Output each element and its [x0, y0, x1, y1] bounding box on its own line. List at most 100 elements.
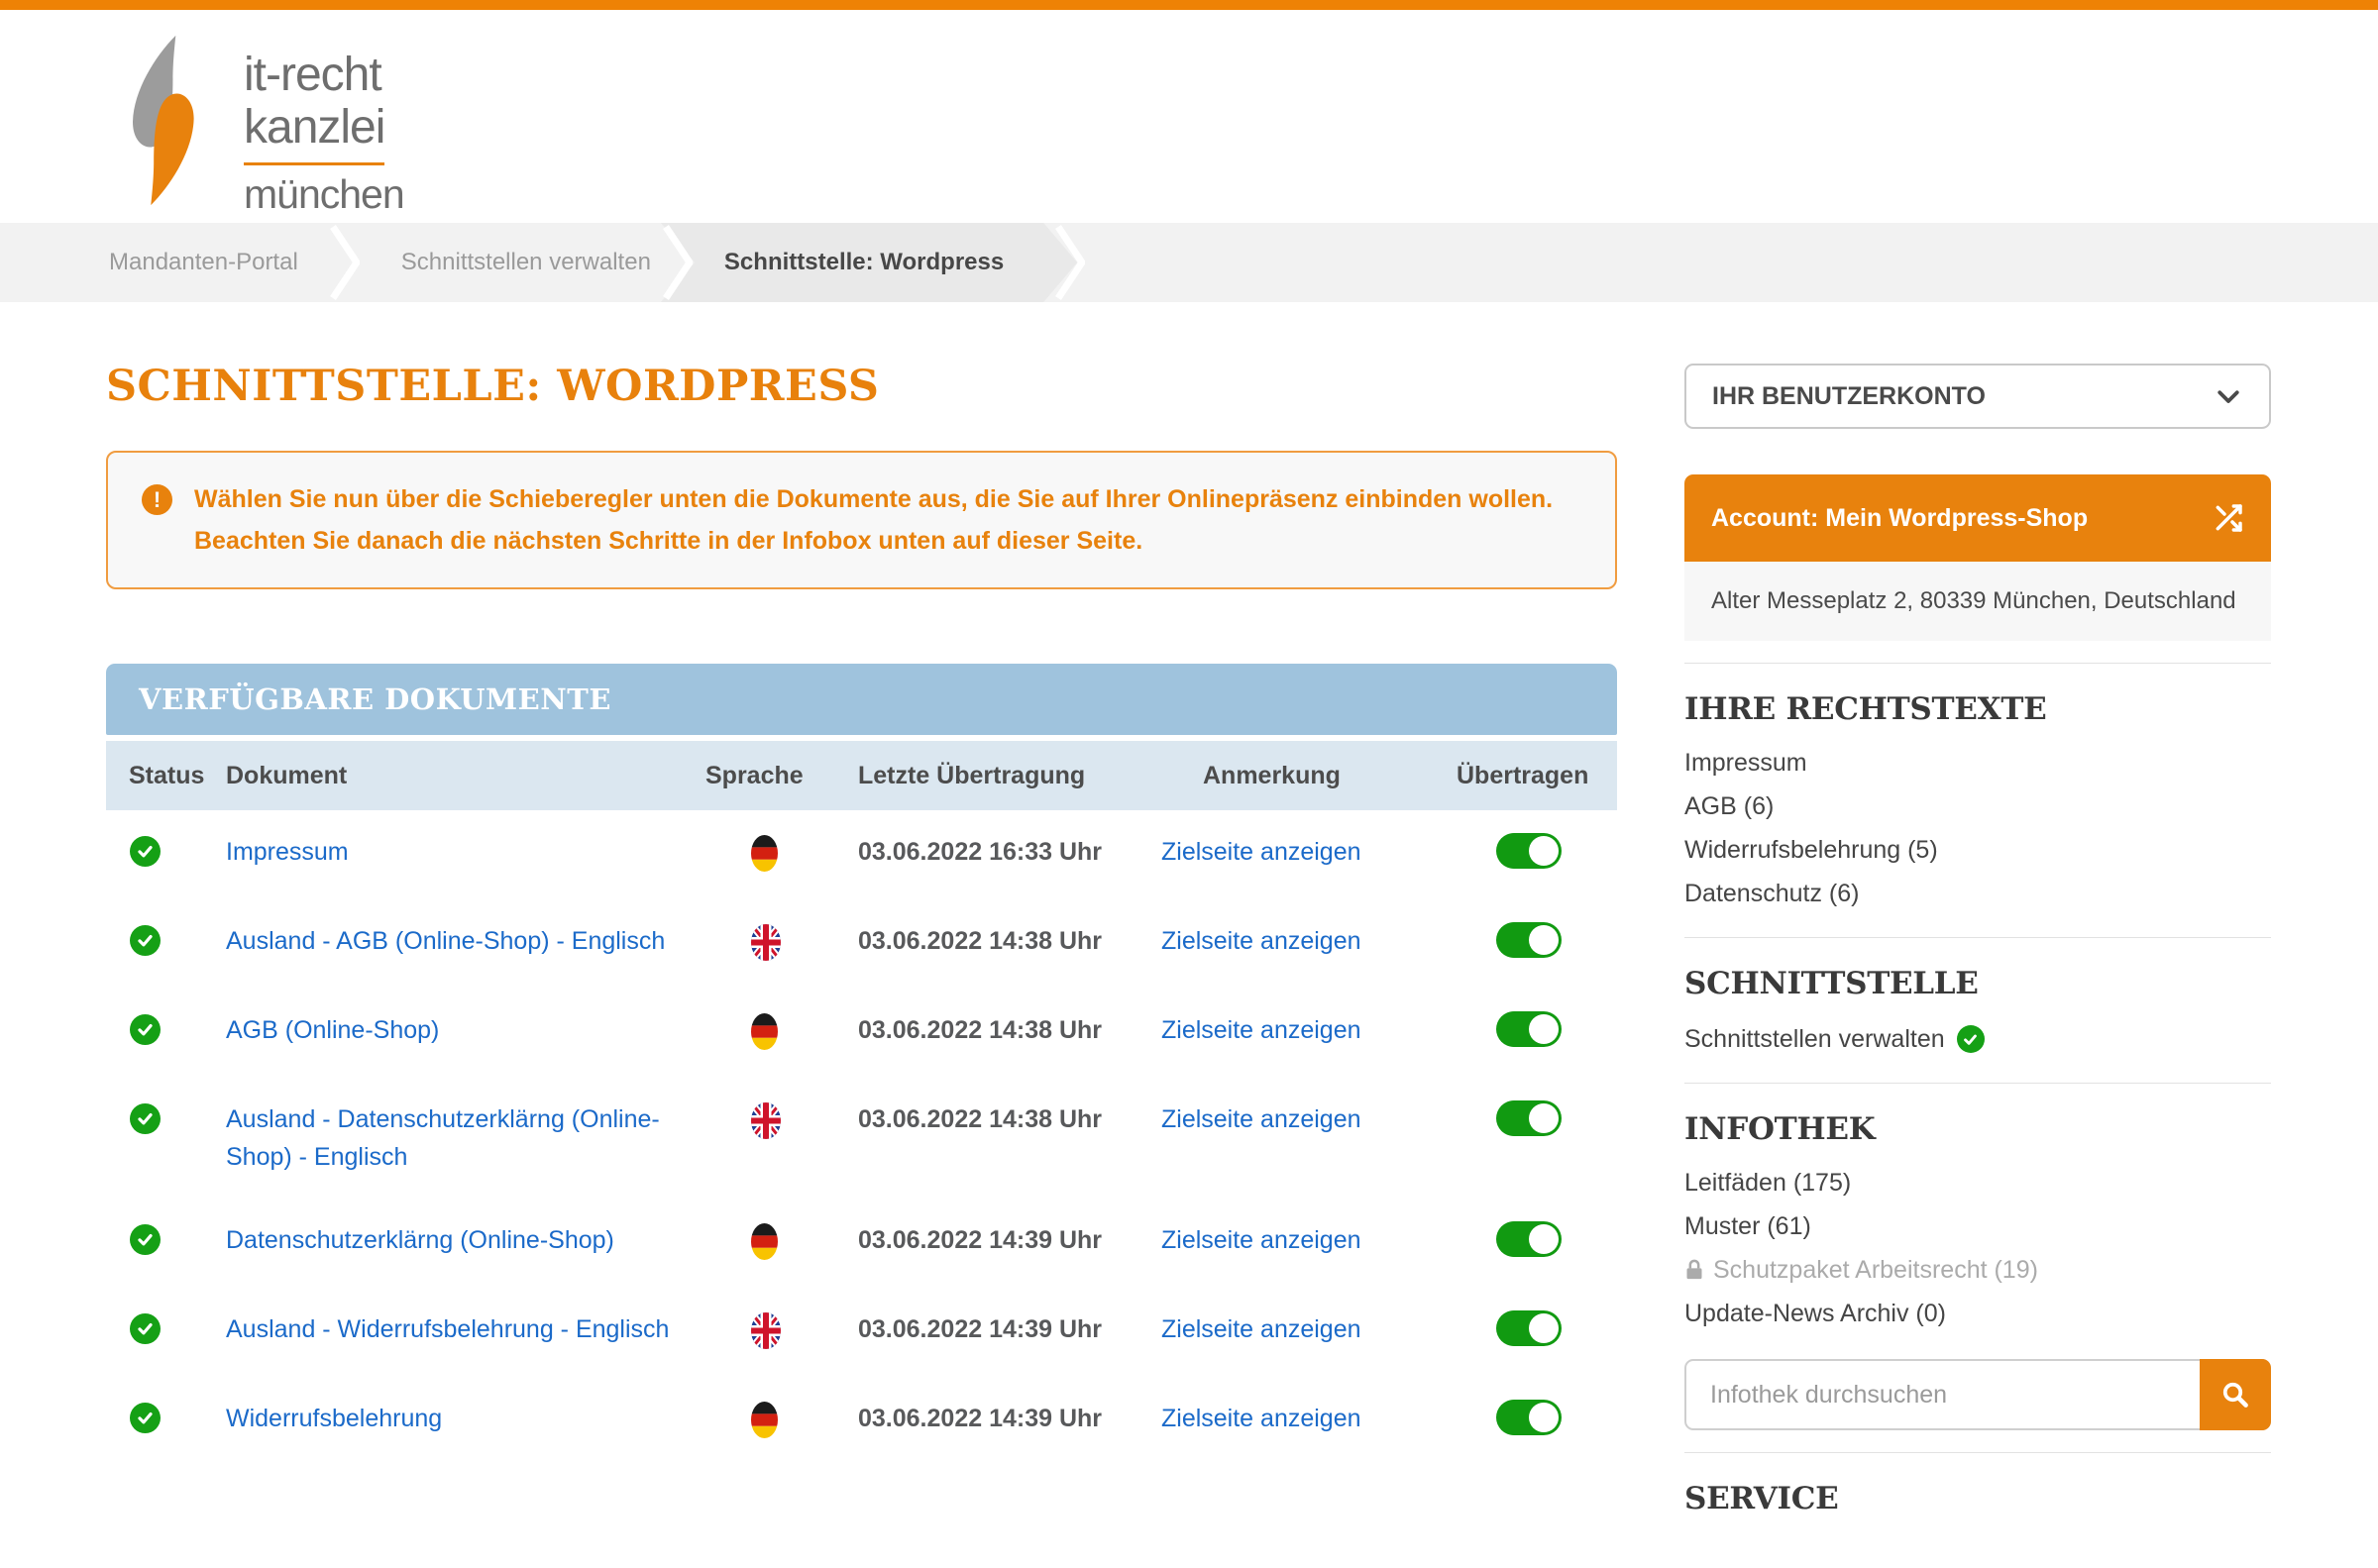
- table-row: Widerrufsbelehrung 03.06.2022 14:39 Uhr …: [106, 1377, 1617, 1466]
- main-content: SCHNITTSTELLE: WORDPRESS ! Wählen Sie nu…: [106, 302, 1617, 1466]
- target-page-link[interactable]: Zielseite anzeigen: [1161, 1405, 1361, 1432]
- chevron-right-separator-icon: [1055, 225, 1086, 300]
- target-page-link[interactable]: Zielseite anzeigen: [1161, 1226, 1361, 1254]
- table-row: Ausland - Widerrufsbelehrung - Englisch …: [106, 1288, 1617, 1377]
- breadcrumb-item-schnittstelle-wordpress[interactable]: Schnittstelle: Wordpress: [661, 223, 1077, 302]
- language-cell: [705, 1011, 858, 1055]
- panel-title: VERFÜGBARE DOKUMENTE: [106, 664, 1617, 735]
- document-link[interactable]: Impressum: [226, 838, 349, 866]
- target-page-link[interactable]: Zielseite anzeigen: [1161, 1315, 1361, 1343]
- sidebar-item-datenschutz[interactable]: Datenschutz (6): [1684, 880, 1860, 907]
- search-icon: [2222, 1382, 2248, 1408]
- sidebar-item-schnittstellen-verwalten[interactable]: Schnittstellen verwalten: [1684, 1017, 2271, 1061]
- account-card: Account: Mein Wordpress-Shop Alter Messe…: [1684, 474, 2271, 641]
- infothek-search-input[interactable]: [1684, 1359, 2271, 1430]
- transfer-toggle[interactable]: [1496, 1400, 1562, 1435]
- sidebar-item-widerrufsbelehrung[interactable]: Widerrufsbelehrung (5): [1684, 836, 1938, 864]
- flag-germany-icon: [751, 1223, 778, 1260]
- document-link[interactable]: Datenschutzerklärng (Online-Shop): [226, 1226, 614, 1254]
- last-transfer-date: 03.06.2022 14:39 Uhr: [858, 1226, 1103, 1254]
- toggle-knob: [1529, 1403, 1559, 1432]
- breadcrumb-item-mandanten-portal[interactable]: Mandanten-Portal: [109, 249, 298, 275]
- account-address: Alter Messeplatz 2, 80339 München, Deuts…: [1684, 562, 2271, 641]
- breadcrumb: Mandanten-Portal Schnittstellen verwalte…: [0, 223, 2378, 302]
- chevron-right-separator-icon: [663, 225, 693, 300]
- target-page-link[interactable]: Zielseite anzeigen: [1161, 927, 1361, 955]
- toggle-knob: [1529, 1103, 1559, 1133]
- check-circle-icon: [130, 1014, 161, 1045]
- toggle-knob: [1529, 925, 1559, 955]
- sidebar-item-muster[interactable]: Muster (61): [1684, 1212, 1811, 1240]
- site-header: it-recht kanzlei münchen: [0, 10, 2378, 223]
- document-link[interactable]: Ausland - Widerrufsbelehrung - Englisch: [226, 1315, 670, 1343]
- alert-line2: Beachten Sie danach die nächsten Schritt…: [194, 527, 1143, 555]
- sidebar: IHR BENUTZERKONTO Account: Mein Wordpres…: [1684, 302, 2271, 1516]
- toggle-knob: [1529, 1014, 1559, 1044]
- check-circle-icon: [130, 1224, 161, 1255]
- target-page-link[interactable]: Zielseite anzeigen: [1161, 1105, 1361, 1133]
- sidebar-item-schutzpaket-arbeitsrecht[interactable]: Schutzpaket Arbeitsrecht (19): [1684, 1248, 2271, 1292]
- transfer-toggle[interactable]: [1496, 922, 1562, 958]
- logo-line3: münchen: [244, 171, 405, 217]
- sidebar-item-leitfaeden[interactable]: Leitfäden (175): [1684, 1169, 1852, 1197]
- document-link[interactable]: AGB (Online-Shop): [226, 1016, 440, 1044]
- logo-line2: kanzlei: [244, 101, 385, 165]
- last-transfer-date: 03.06.2022 14:38 Uhr: [858, 1105, 1103, 1133]
- column-header-sprache: Sprache: [705, 761, 804, 789]
- status-cell: [106, 1310, 226, 1344]
- table-header-row: Status Dokument Sprache Letzte Übertragu…: [106, 741, 1617, 810]
- logo-text: it-recht kanzlei münchen: [244, 32, 405, 219]
- breadcrumb-item-active-wrap: Schnittstelle: Wordpress: [661, 223, 1086, 302]
- user-account-dropdown-label: IHR BENUTZERKONTO: [1712, 381, 1986, 410]
- target-page-link[interactable]: Zielseite anzeigen: [1161, 1016, 1361, 1044]
- page-title: SCHNITTSTELLE: WORDPRESS: [106, 362, 880, 411]
- alert-line1: Wählen Sie nun über die Schieberegler un…: [194, 485, 1554, 513]
- language-cell: [705, 922, 858, 966]
- language-cell: [705, 1221, 858, 1265]
- toggle-knob: [1529, 1313, 1559, 1343]
- schnittstelle-heading: SCHNITTSTELLE: [1684, 966, 1979, 1001]
- infothek-search-button[interactable]: [2200, 1359, 2271, 1430]
- infothek-search: [1684, 1359, 2271, 1430]
- transfer-toggle[interactable]: [1496, 1100, 1562, 1136]
- logo[interactable]: it-recht kanzlei münchen: [99, 32, 405, 219]
- breadcrumb-item-schnittstellen-verwalten[interactable]: Schnittstellen verwalten: [400, 249, 651, 275]
- schnittstellen-verwalten-label: Schnittstellen verwalten: [1684, 1025, 1945, 1053]
- sidebar-item-impressum[interactable]: Impressum: [1684, 749, 1807, 777]
- language-cell: [705, 833, 858, 877]
- table-row: Impressum 03.06.2022 16:33 Uhr Zielseite…: [106, 810, 1617, 899]
- flag-germany-icon: [751, 1402, 778, 1438]
- chevron-right-separator-icon: [329, 225, 360, 300]
- transfer-toggle[interactable]: [1496, 1011, 1562, 1047]
- target-page-link[interactable]: Zielseite anzeigen: [1161, 838, 1361, 866]
- sidebar-item-agb[interactable]: AGB (6): [1684, 792, 1775, 820]
- user-account-dropdown-button[interactable]: IHR BENUTZERKONTO: [1684, 364, 2271, 429]
- check-circle-icon: [1956, 1025, 1985, 1053]
- flag-uk-icon: [751, 1102, 781, 1139]
- sidebar-item-update-news-archiv[interactable]: Update-News Archiv (0): [1684, 1300, 1946, 1327]
- switch-account-shuffle-icon[interactable]: [2213, 502, 2244, 534]
- last-transfer-date: 03.06.2022 14:39 Uhr: [858, 1315, 1103, 1343]
- schutzpaket-label: Schutzpaket Arbeitsrecht (19): [1713, 1256, 2038, 1284]
- transfer-toggle[interactable]: [1496, 833, 1562, 869]
- toggle-knob: [1529, 1224, 1559, 1254]
- language-cell: [705, 1100, 858, 1144]
- alert-text: Wählen Sie nun über die Schieberegler un…: [194, 478, 1553, 562]
- account-card-header: Account: Mein Wordpress-Shop: [1684, 474, 2271, 562]
- document-link[interactable]: Ausland - AGB (Online-Shop) - Englisch: [226, 927, 666, 955]
- last-transfer-date: 03.06.2022 14:38 Uhr: [858, 927, 1103, 955]
- status-cell: [106, 1100, 226, 1134]
- transfer-toggle[interactable]: [1496, 1221, 1562, 1257]
- flag-uk-icon: [751, 924, 781, 961]
- divider: [1684, 937, 2271, 938]
- transfer-toggle[interactable]: [1496, 1310, 1562, 1346]
- check-circle-icon: [130, 1313, 161, 1344]
- account-name: Account: Mein Wordpress-Shop: [1711, 503, 2089, 532]
- infothek-list: Leitfäden (175) Muster (61) Schutzpaket …: [1684, 1161, 2271, 1335]
- check-circle-icon: [130, 836, 161, 867]
- documents-panel: VERFÜGBARE DOKUMENTE Status Dokument Spr…: [106, 664, 1617, 1466]
- chevron-down-icon: [2217, 390, 2239, 403]
- document-link[interactable]: Ausland - Datenschutzerklärng (Online-Sh…: [226, 1105, 660, 1171]
- document-link[interactable]: Widerrufsbelehrung: [226, 1405, 443, 1432]
- rechtstexte-heading: IHRE RECHTSTEXTE: [1684, 691, 2047, 727]
